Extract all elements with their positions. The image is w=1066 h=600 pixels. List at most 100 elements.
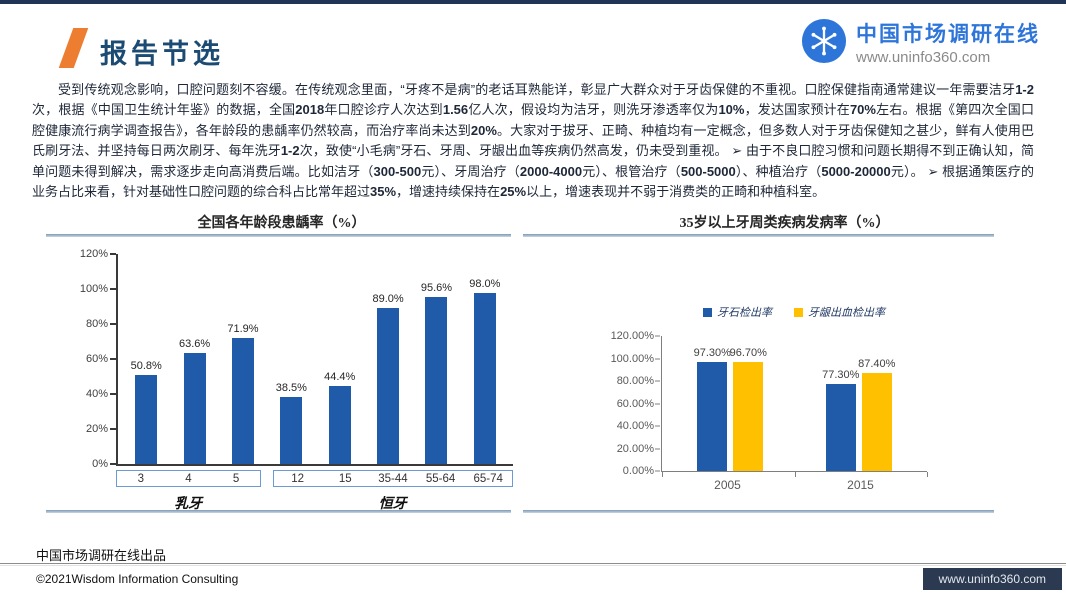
- paragraph-run: 元）、根管治疗（: [582, 163, 681, 179]
- y-tick-label: 100%: [79, 282, 108, 295]
- paragraph-bold-run: 2000-4000: [519, 163, 583, 179]
- paragraph-run: 受到传统观念影响，口腔问题刻不容缓。在传统观念里面，“牙疼不是病”的老话耳熟能详…: [58, 82, 1016, 97]
- x-category-label: 2005: [714, 478, 741, 492]
- paragraph-bold-run: 1-2: [1015, 82, 1034, 97]
- bar: 71.9%: [227, 323, 259, 464]
- bar: 38.5%: [276, 382, 307, 464]
- right-title-underline: [523, 234, 994, 237]
- bar-value-label: 44.4%: [324, 371, 356, 384]
- paragraph-run: ，增速持续保持在: [396, 184, 501, 200]
- left-bottom-separator: [46, 510, 511, 513]
- paragraph-bold-run: 300-500: [373, 163, 422, 179]
- right-bottom-separator: [523, 510, 994, 513]
- y-tick-mark: [110, 428, 116, 430]
- group-label: 恒牙: [378, 497, 407, 512]
- category-label: 65-74: [473, 472, 503, 485]
- left-title-underline: [46, 234, 511, 237]
- category-slot: 97.30% 96.70%: [666, 336, 795, 471]
- bar: 44.4%: [324, 371, 355, 464]
- brand-name: 中国市场调研在线: [856, 23, 1040, 46]
- y-tick-label: 40.00%: [616, 420, 654, 432]
- bar-value-label: 71.9%: [227, 323, 259, 336]
- bar: 96.70%: [730, 347, 767, 471]
- paragraph-run: 亿人次，假设均为洁牙，则洗牙渗透率仅为: [468, 102, 719, 118]
- category-label: 3: [137, 472, 145, 485]
- x-tick-mark: [927, 472, 928, 477]
- paragraph-bold-run: 35%: [370, 184, 397, 200]
- bar: 77.30%: [822, 369, 859, 471]
- y-tick-label: 80%: [85, 317, 108, 330]
- legend-item: 牙石检出率: [703, 304, 772, 320]
- bar-value-label: 63.6%: [178, 337, 211, 350]
- footer-producer: 中国市场调研在线出品: [36, 548, 167, 563]
- bar: 87.40%: [858, 358, 895, 471]
- paragraph-run: 。大家对于拔牙、正畸、种植均有一定概念，但多数人对于牙齿保健知之甚少，鲜有人使用…: [32, 122, 1034, 159]
- y-tick-mark: [655, 403, 660, 404]
- brand-url: www.uninfo360.com: [856, 49, 991, 66]
- bar-slot: 95.6%: [412, 254, 460, 464]
- paragraph-bold-run: 1-2: [280, 143, 300, 159]
- bar-value-label: 97.30%: [693, 346, 731, 359]
- bar-value-label: 98.0%: [469, 277, 501, 290]
- paragraph-bold-run: 1.56: [442, 102, 469, 118]
- paragraph-run: 以上，增速表现并不弱于消费类的正畸和种植科室。: [526, 184, 826, 200]
- x-category-label: 2015: [847, 478, 874, 492]
- bar-slot: 71.9%: [219, 254, 267, 464]
- footer-divider: [0, 563, 1066, 566]
- bar-slot: 38.5%: [267, 254, 315, 464]
- page-title: 报告节选: [100, 39, 224, 69]
- logo-snowflake-icon: [801, 18, 847, 64]
- bar-slot: 44.4%: [316, 254, 364, 464]
- bar-slot: 63.6%: [170, 254, 218, 464]
- y-tick-label: 20.00%: [616, 442, 654, 455]
- bar: 63.6%: [179, 338, 210, 464]
- paragraph-run: 次，致使“小毛病”牙石、牙周、牙龈出血等疾病仍然高发，仍未受到重视。 ➢ 由于不…: [32, 143, 1034, 179]
- left-chart-xaxis: 3 4 5 12 15 35-44 55-64 65-74: [116, 470, 513, 487]
- bar-slot: 89.0%: [364, 254, 412, 464]
- paragraph-run: 年口腔诊疗人次达到: [324, 102, 443, 118]
- y-tick-label: 100.00%: [610, 352, 654, 365]
- legend-series-label: 牙龈出血检出率: [808, 307, 885, 319]
- y-tick-mark: [655, 380, 660, 382]
- y-tick-label: 20%: [85, 423, 108, 435]
- bars-area: 50.8% 63.6% 71.9% 38.5% 44.4% 89.0% 95.6% 98.0%: [118, 254, 513, 464]
- category-slot: 77.30% 87.40%: [795, 336, 924, 471]
- paragraph-run: 元）、牙周治疗（: [421, 163, 520, 179]
- y-tick-label: 0.00%: [622, 465, 654, 477]
- y-tick-mark: [655, 358, 660, 359]
- paragraph-bold-run: 5000-20000: [821, 163, 891, 179]
- right-chart-legend: 牙石检出率 牙龈出血检出率: [661, 304, 927, 320]
- paragraph-bold-run: 2018: [295, 102, 325, 118]
- y-tick-mark: [110, 287, 116, 290]
- y-tick-mark: [110, 358, 116, 360]
- bar: 97.30%: [694, 347, 731, 471]
- y-tick-mark: [110, 322, 116, 325]
- bar-value-label: 38.5%: [275, 381, 307, 394]
- bar: 95.6%: [421, 282, 452, 464]
- logo-text-block: 中国市场调研在线 www.uninfo360.com: [856, 18, 1040, 66]
- y-tick-label: 120%: [79, 248, 108, 260]
- legend-swatch: [703, 307, 712, 317]
- paragraph-run: ）、种植治疗（: [735, 163, 822, 179]
- charts-row: 全国各年龄段患龋率（%） 120% 100% 80% 60% 40% 20% 0% 50.8%…: [30, 208, 1036, 520]
- y-tick-mark: [110, 253, 116, 255]
- right-chart-plot: 120.00% 100.00% 80.00% 60.00% 40.00% 20.00% 0.…: [611, 330, 928, 477]
- paragraph-bold-run: 20%: [470, 122, 497, 138]
- category-label: 5: [232, 472, 240, 485]
- footer-copyright: ©2021Wisdom Information Consulting: [36, 572, 239, 586]
- y-tick-label: 40%: [85, 387, 108, 400]
- y-tick-mark: [655, 470, 660, 472]
- bar-pair: 97.30% 96.70%: [694, 336, 767, 471]
- group-label: 乳牙: [174, 497, 203, 512]
- paragraph-run: 左右。根据《第四次全国口腔健康流行病学调查报告》，各年龄段的患龋率仍然较高，而治…: [32, 102, 1034, 138]
- axis-gap: [261, 470, 273, 487]
- bar-value-label: 87.40%: [858, 357, 896, 370]
- bar: 50.8%: [131, 360, 162, 464]
- bar: 89.0%: [372, 293, 404, 464]
- y-tick-label: 0%: [92, 458, 108, 470]
- brand-logo: 中国市场调研在线 www.uninfo360.com: [801, 18, 1040, 66]
- y-tick-label: 80.00%: [616, 375, 654, 387]
- left-chart-title: 全国各年龄段患龋率（%）: [197, 216, 366, 231]
- bar-value-label: 50.8%: [130, 360, 162, 373]
